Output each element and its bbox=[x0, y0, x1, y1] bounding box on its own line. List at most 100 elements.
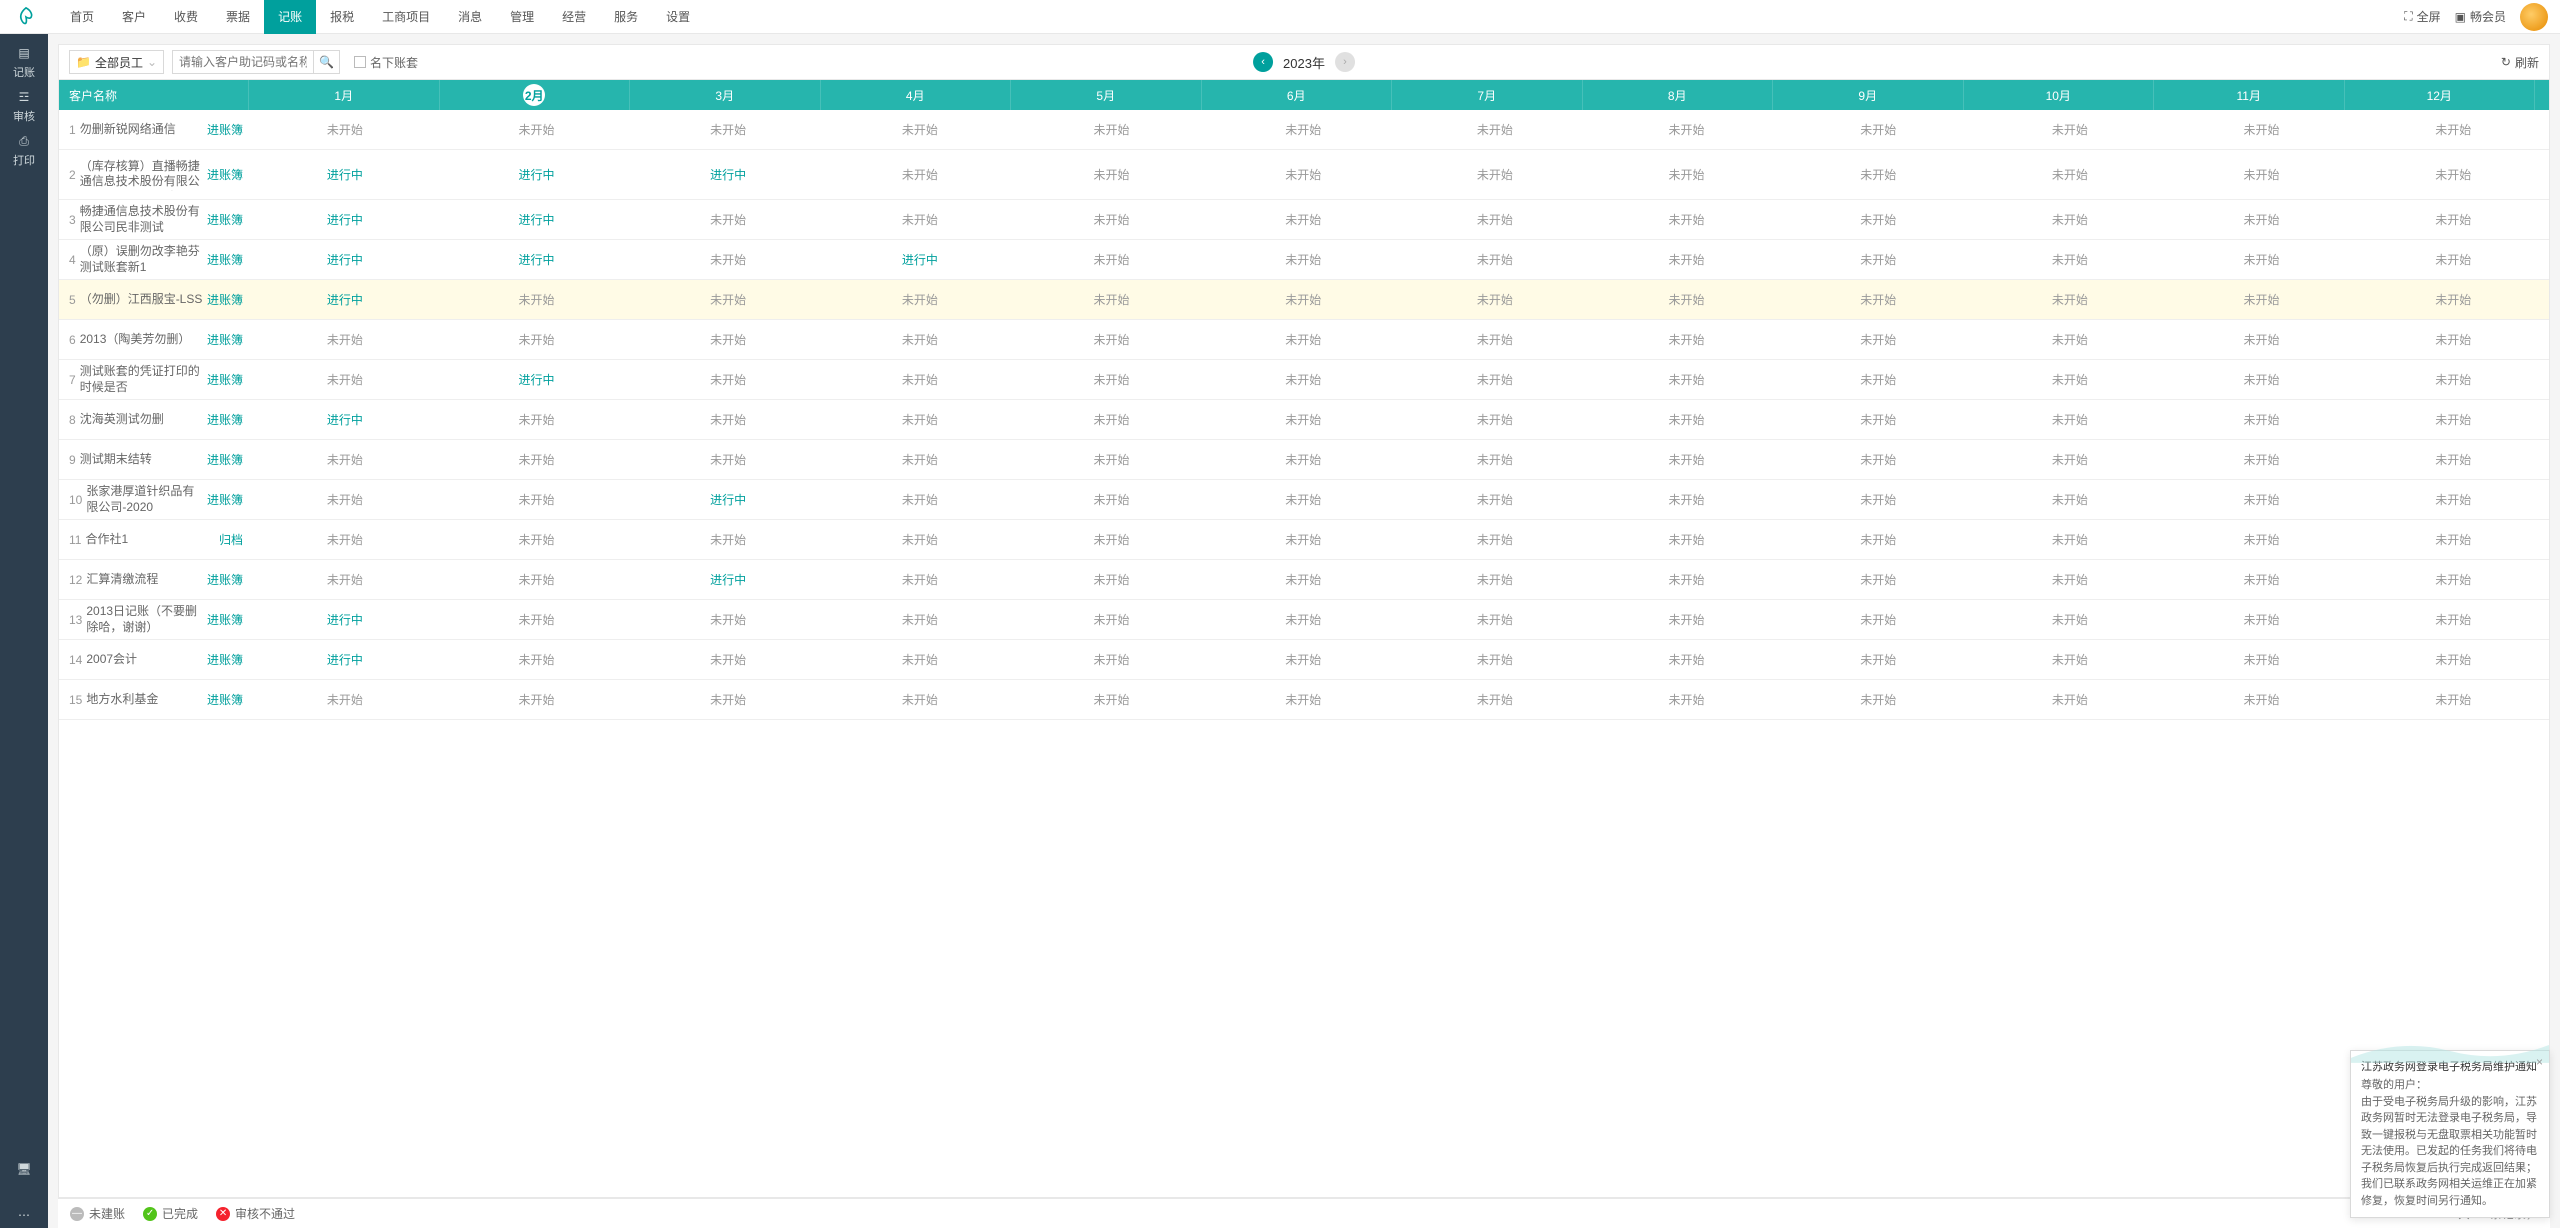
cell-month-8[interactable]: 未开始 bbox=[1591, 211, 1783, 228]
cell-month-5[interactable]: 未开始 bbox=[1016, 531, 1208, 548]
topnav-item-8[interactable]: 管理 bbox=[496, 0, 548, 34]
cell-month-8[interactable]: 未开始 bbox=[1591, 411, 1783, 428]
cell-month-2[interactable]: 未开始 bbox=[441, 331, 633, 348]
cell-month-1[interactable]: 进行中 bbox=[249, 251, 441, 268]
ledger-link[interactable]: 进账簿 bbox=[207, 211, 243, 228]
member-button[interactable]: ▣ 畅会员 bbox=[2455, 8, 2506, 25]
cell-month-2[interactable]: 未开始 bbox=[441, 691, 633, 708]
cell-month-4[interactable]: 未开始 bbox=[824, 611, 1016, 628]
cell-month-7[interactable]: 未开始 bbox=[1399, 611, 1591, 628]
cell-month-3[interactable]: 未开始 bbox=[632, 451, 824, 468]
cell-month-3[interactable]: 进行中 bbox=[632, 571, 824, 588]
table-row[interactable]: 8沈海英测试勿删进账簿进行中未开始未开始未开始未开始未开始未开始未开始未开始未开… bbox=[59, 400, 2549, 440]
topnav-item-11[interactable]: 设置 bbox=[652, 0, 704, 34]
sidebar-item-ledger[interactable]: ▤记账 bbox=[0, 40, 48, 84]
cell-month-6[interactable]: 未开始 bbox=[1207, 166, 1399, 183]
cell-month-10[interactable]: 未开始 bbox=[1974, 411, 2166, 428]
cell-month-3[interactable]: 未开始 bbox=[632, 211, 824, 228]
cell-month-9[interactable]: 未开始 bbox=[1782, 331, 1974, 348]
cell-month-6[interactable]: 未开始 bbox=[1207, 491, 1399, 508]
table-row[interactable]: 4（原）误删勿改李艳芬测试账套新1进账簿进行中进行中未开始进行中未开始未开始未开… bbox=[59, 240, 2549, 280]
cell-month-7[interactable]: 未开始 bbox=[1399, 211, 1591, 228]
cell-month-2[interactable]: 未开始 bbox=[441, 491, 633, 508]
cell-month-11[interactable]: 未开始 bbox=[2166, 166, 2358, 183]
cell-month-4[interactable]: 进行中 bbox=[824, 251, 1016, 268]
table-row[interactable]: 3畅捷通信息技术股份有限公司民非测试进账簿进行中进行中未开始未开始未开始未开始未… bbox=[59, 200, 2549, 240]
cell-month-11[interactable]: 未开始 bbox=[2166, 571, 2358, 588]
cell-month-7[interactable]: 未开始 bbox=[1399, 451, 1591, 468]
ledger-link[interactable]: 归档 bbox=[219, 531, 243, 548]
cell-month-9[interactable]: 未开始 bbox=[1782, 371, 1974, 388]
sub-account-checkbox[interactable]: 名下账套 bbox=[354, 54, 418, 71]
cell-month-8[interactable]: 未开始 bbox=[1591, 166, 1783, 183]
cell-month-4[interactable]: 未开始 bbox=[824, 491, 1016, 508]
cell-month-4[interactable]: 未开始 bbox=[824, 291, 1016, 308]
cell-month-6[interactable]: 未开始 bbox=[1207, 531, 1399, 548]
table-row[interactable]: 5（勿删）江西服宝-LSS进账簿进行中未开始未开始未开始未开始未开始未开始未开始… bbox=[59, 280, 2549, 320]
cell-month-7[interactable]: 未开始 bbox=[1399, 491, 1591, 508]
cell-month-2[interactable]: 未开始 bbox=[441, 571, 633, 588]
cell-month-6[interactable]: 未开始 bbox=[1207, 691, 1399, 708]
cell-month-2[interactable]: 未开始 bbox=[441, 451, 633, 468]
table-row[interactable]: 1勿删新锐网络通信进账簿未开始未开始未开始未开始未开始未开始未开始未开始未开始未… bbox=[59, 110, 2549, 150]
cell-month-7[interactable]: 未开始 bbox=[1399, 531, 1591, 548]
cell-month-4[interactable]: 未开始 bbox=[824, 531, 1016, 548]
cell-month-9[interactable]: 未开始 bbox=[1782, 211, 1974, 228]
cell-month-3[interactable]: 未开始 bbox=[632, 651, 824, 668]
sidebar-monitor-icon[interactable]: 🖥 bbox=[0, 1156, 48, 1182]
cell-month-5[interactable]: 未开始 bbox=[1016, 651, 1208, 668]
cell-month-7[interactable]: 未开始 bbox=[1399, 291, 1591, 308]
cell-month-8[interactable]: 未开始 bbox=[1591, 611, 1783, 628]
cell-month-11[interactable]: 未开始 bbox=[2166, 411, 2358, 428]
cell-month-11[interactable]: 未开始 bbox=[2166, 491, 2358, 508]
cell-month-9[interactable]: 未开始 bbox=[1782, 411, 1974, 428]
topnav-item-6[interactable]: 工商项目 bbox=[368, 0, 444, 34]
cell-month-7[interactable]: 未开始 bbox=[1399, 121, 1591, 138]
cell-month-8[interactable]: 未开始 bbox=[1591, 291, 1783, 308]
topnav-item-4[interactable]: 记账 bbox=[264, 0, 316, 34]
cell-month-1[interactable]: 未开始 bbox=[249, 691, 441, 708]
cell-month-9[interactable]: 未开始 bbox=[1782, 531, 1974, 548]
cell-month-3[interactable]: 未开始 bbox=[632, 291, 824, 308]
cell-month-8[interactable]: 未开始 bbox=[1591, 691, 1783, 708]
notification-close-button[interactable]: × bbox=[2536, 1053, 2543, 1071]
col-month-4[interactable]: 4月 bbox=[821, 80, 1012, 110]
cell-month-5[interactable]: 未开始 bbox=[1016, 451, 1208, 468]
cell-month-1[interactable]: 进行中 bbox=[249, 211, 441, 228]
cell-month-10[interactable]: 未开始 bbox=[1974, 121, 2166, 138]
cell-month-7[interactable]: 未开始 bbox=[1399, 166, 1591, 183]
ledger-link[interactable]: 进账簿 bbox=[207, 371, 243, 388]
cell-month-5[interactable]: 未开始 bbox=[1016, 331, 1208, 348]
table-row[interactable]: 15地方水利基金进账簿未开始未开始未开始未开始未开始未开始未开始未开始未开始未开… bbox=[59, 680, 2549, 720]
cell-month-8[interactable]: 未开始 bbox=[1591, 651, 1783, 668]
cell-month-8[interactable]: 未开始 bbox=[1591, 571, 1783, 588]
cell-month-12[interactable]: 未开始 bbox=[2357, 691, 2549, 708]
cell-month-4[interactable]: 未开始 bbox=[824, 571, 1016, 588]
cell-month-8[interactable]: 未开始 bbox=[1591, 251, 1783, 268]
cell-month-2[interactable]: 未开始 bbox=[441, 121, 633, 138]
cell-month-9[interactable]: 未开始 bbox=[1782, 571, 1974, 588]
cell-month-6[interactable]: 未开始 bbox=[1207, 251, 1399, 268]
cell-month-12[interactable]: 未开始 bbox=[2357, 611, 2549, 628]
cell-month-10[interactable]: 未开始 bbox=[1974, 251, 2166, 268]
cell-month-1[interactable]: 未开始 bbox=[249, 121, 441, 138]
ledger-link[interactable]: 进账簿 bbox=[207, 451, 243, 468]
cell-month-12[interactable]: 未开始 bbox=[2357, 371, 2549, 388]
cell-month-12[interactable]: 未开始 bbox=[2357, 491, 2549, 508]
cell-month-7[interactable]: 未开始 bbox=[1399, 411, 1591, 428]
cell-month-3[interactable]: 未开始 bbox=[632, 411, 824, 428]
cell-month-7[interactable]: 未开始 bbox=[1399, 651, 1591, 668]
cell-month-5[interactable]: 未开始 bbox=[1016, 491, 1208, 508]
cell-month-2[interactable]: 进行中 bbox=[441, 211, 633, 228]
cell-month-7[interactable]: 未开始 bbox=[1399, 571, 1591, 588]
cell-month-5[interactable]: 未开始 bbox=[1016, 571, 1208, 588]
topnav-item-9[interactable]: 经营 bbox=[548, 0, 600, 34]
topnav-item-5[interactable]: 报税 bbox=[316, 0, 368, 34]
cell-month-10[interactable]: 未开始 bbox=[1974, 211, 2166, 228]
ledger-link[interactable]: 进账簿 bbox=[207, 291, 243, 308]
cell-month-12[interactable]: 未开始 bbox=[2357, 651, 2549, 668]
cell-month-3[interactable]: 未开始 bbox=[632, 611, 824, 628]
cell-month-1[interactable]: 未开始 bbox=[249, 371, 441, 388]
ledger-link[interactable]: 进账簿 bbox=[207, 166, 243, 183]
cell-month-6[interactable]: 未开始 bbox=[1207, 451, 1399, 468]
